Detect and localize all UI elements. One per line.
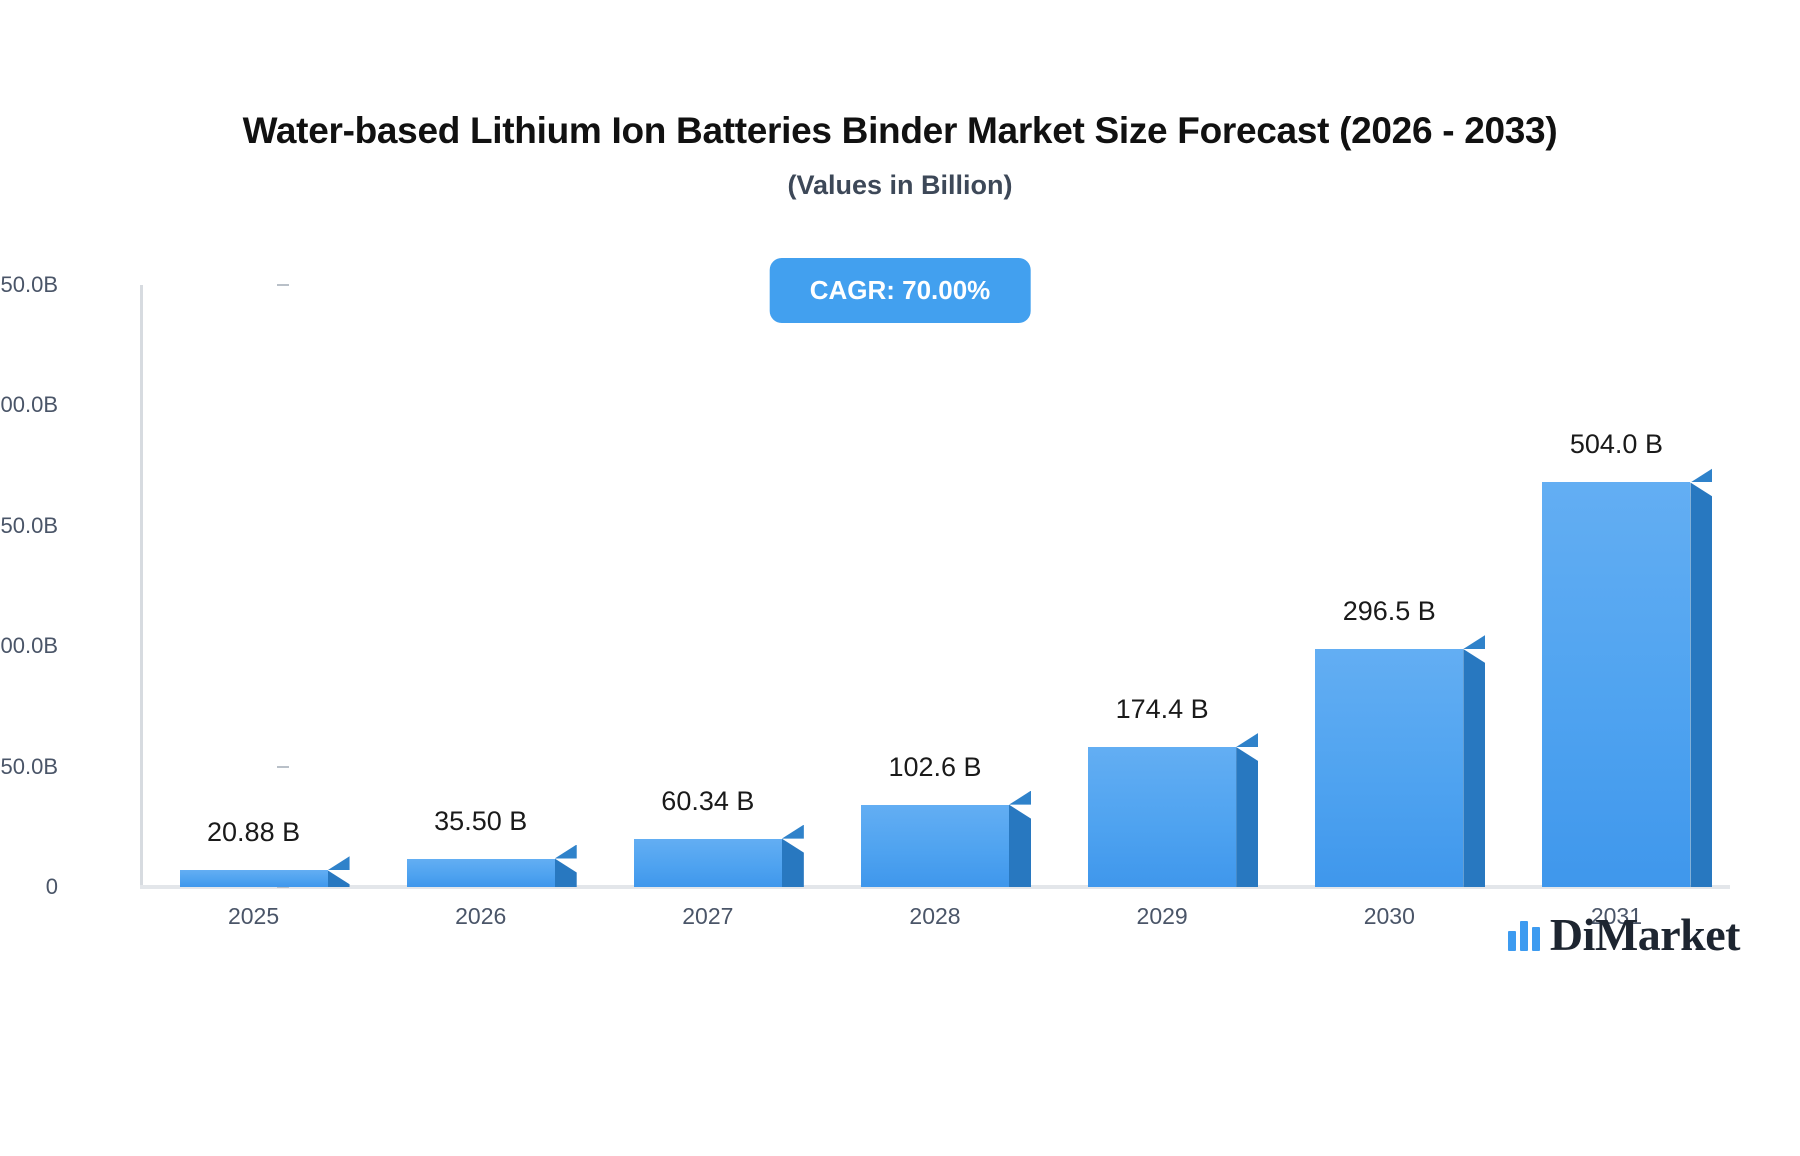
bar-side-face	[327, 870, 350, 887]
bar-top-face	[1009, 790, 1031, 805]
bar-chart-icon	[1507, 919, 1540, 951]
bar-value-label: 174.4 B	[1115, 694, 1209, 725]
bar-face	[1315, 649, 1464, 887]
bar-side-face	[1690, 482, 1713, 887]
brand-logo: DiMarket	[1507, 908, 1741, 961]
bar-side-face	[1463, 649, 1486, 887]
y-axis-tick-label: 450.0B	[0, 512, 58, 538]
bar-face	[1542, 482, 1691, 887]
y-axis-tick-mark	[277, 765, 289, 768]
cagr-badge: CAGR: 70.00%	[769, 258, 1031, 323]
bar-face	[633, 838, 782, 887]
bar-group[interactable]: 174.4 B 2029	[1088, 285, 1259, 929]
bar-top-face	[554, 844, 577, 859]
x-axis-category-label: 2029	[1136, 903, 1188, 929]
bar[interactable]	[179, 856, 350, 887]
y-axis-tick-mark	[277, 886, 289, 888]
bar-group[interactable]: 296.5 B 2030	[1315, 285, 1486, 929]
x-axis-category-label: 2028	[909, 903, 961, 929]
page-title: Water-based Lithium Ion Batteries Binder…	[242, 110, 1558, 151]
bar-value-label: 60.34 B	[661, 785, 755, 816]
bar-face	[861, 804, 1009, 887]
bars-container: 20.88 B 2025 35.50 B 2026 60.34 B 2027 102.6 B…	[140, 285, 1730, 929]
bar[interactable]	[633, 824, 804, 887]
bar-top-face	[327, 856, 350, 871]
bar-value-label: 102.6 B	[888, 751, 982, 782]
y-axis-tick-label: 300.0B	[0, 633, 58, 659]
bar-side-face	[1009, 804, 1031, 887]
bar-group[interactable]: 20.88 B 2025	[179, 285, 350, 929]
bar-value-label: 504.0 B	[1569, 429, 1663, 460]
bar-group[interactable]: 35.50 B 2026	[406, 285, 577, 929]
bar[interactable]	[1542, 468, 1713, 887]
y-axis-tick-label: 150.0B	[0, 753, 58, 779]
y-axis-tick-label: 0	[45, 874, 58, 899]
bar-top-face	[1463, 635, 1486, 650]
brand-name: DiMarket	[1549, 909, 1741, 960]
bar-value-label: 35.50 B	[434, 805, 528, 836]
bar-group[interactable]: 60.34 B 2027	[633, 285, 804, 929]
bar-face	[179, 870, 328, 887]
chart-subtitle: (Values in Billion)	[787, 170, 1013, 200]
bar[interactable]	[1088, 733, 1259, 887]
bar[interactable]	[1315, 635, 1486, 887]
bar-top-face	[781, 824, 804, 839]
bar-side-face	[781, 838, 804, 887]
x-axis-category-label: 2030	[1363, 903, 1415, 929]
bar[interactable]	[861, 790, 1031, 887]
bar[interactable]	[406, 844, 577, 887]
y-axis-line	[140, 285, 143, 887]
bar-top-face	[1690, 468, 1713, 483]
bar-side-face	[1236, 747, 1259, 887]
bar-side-face	[554, 858, 577, 887]
bar-group[interactable]: 102.6 B 2028	[861, 285, 1031, 929]
bar-value-label: 20.88 B	[207, 817, 301, 848]
plot-area: 0150.0B300.0B450.0B600.0B750.0B 20.88 B2…	[0, 272, 1730, 929]
x-axis-category-label: 2025	[227, 903, 280, 929]
x-axis-category-label: 2031	[1590, 903, 1643, 929]
y-axis-tick-label: 600.0B	[0, 392, 58, 418]
y-axis-tick-label: 750.0B	[0, 272, 58, 297]
bar-top-face	[1236, 733, 1259, 748]
bar-value-label: 296.5 B	[1342, 596, 1436, 627]
bar-face	[406, 858, 555, 887]
bar-group[interactable]: 504.0 B 2031	[1542, 285, 1713, 929]
x-axis-category-label: 2026	[455, 903, 507, 929]
x-axis-line	[140, 885, 1730, 889]
x-axis-category-label: 2027	[682, 903, 734, 929]
bar-face	[1088, 747, 1237, 887]
y-axis-tick-mark	[277, 284, 289, 286]
